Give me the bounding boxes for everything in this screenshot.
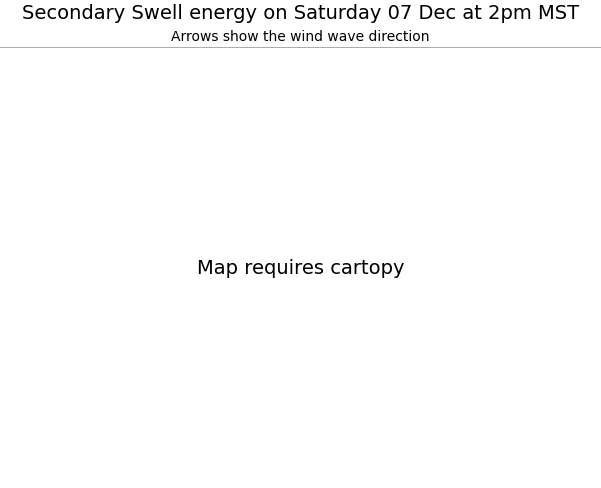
Text: Arrows show the wind wave direction: Arrows show the wind wave direction: [171, 30, 430, 43]
Text: Map requires cartopy: Map requires cartopy: [197, 259, 404, 278]
Text: Secondary Swell energy on Saturday 07 Dec at 2pm MST: Secondary Swell energy on Saturday 07 De…: [22, 4, 579, 23]
